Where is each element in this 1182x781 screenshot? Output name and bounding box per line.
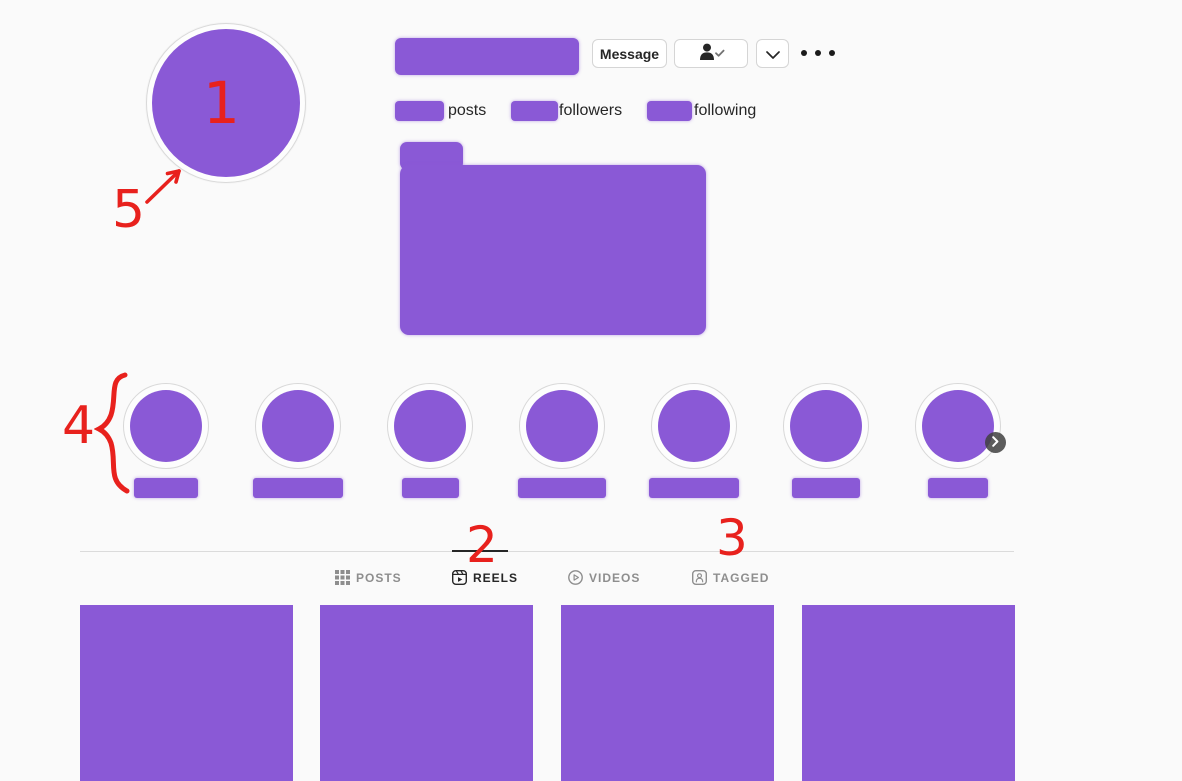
highlight-cover-redaction: [922, 390, 994, 462]
highlight-cover-redaction: [658, 390, 730, 462]
message-button[interactable]: Message: [592, 39, 667, 68]
ellipsis-icon: [801, 50, 807, 56]
annotation-5: 5: [112, 180, 146, 240]
post-thumbnail-redaction[interactable]: [561, 605, 774, 781]
tab-reels-label: REELS: [473, 570, 519, 585]
following-button[interactable]: [674, 39, 748, 68]
post-thumbnail-redaction[interactable]: [802, 605, 1015, 781]
highlight-cover-redaction: [526, 390, 598, 462]
highlight-cover-redaction: [394, 390, 466, 462]
annotation-4: 4: [62, 396, 96, 456]
highlight-story-ring[interactable]: [255, 383, 341, 469]
reels-icon: [452, 570, 467, 585]
options-button[interactable]: [801, 50, 835, 56]
highlight-label-redaction: [649, 478, 739, 498]
highlight-cover-redaction: [130, 390, 202, 462]
tab-posts-label: POSTS: [356, 570, 402, 585]
following-stat-label[interactable]: following: [694, 102, 757, 119]
tab-posts[interactable]: POSTS: [335, 570, 402, 585]
highlight-story-ring[interactable]: [387, 383, 473, 469]
active-tab-indicator: [452, 550, 508, 552]
posts-stat-label: posts: [448, 102, 487, 119]
tab-tagged[interactable]: TAGGED: [692, 570, 769, 585]
annotation-4-brace: [93, 370, 136, 503]
highlight-label-redaction: [518, 478, 606, 498]
tab-videos-label: VIDEOS: [589, 570, 641, 585]
grid-icon: [335, 570, 350, 585]
highlight-label-redaction: [253, 478, 343, 498]
person-check-icon: [698, 43, 725, 64]
followers-stat-label[interactable]: followers: [559, 102, 623, 119]
highlight-story-ring[interactable]: [123, 383, 209, 469]
post-thumbnail-redaction[interactable]: [320, 605, 533, 781]
highlight-story-ring[interactable]: [783, 383, 869, 469]
ellipsis-icon: [815, 50, 821, 56]
profile-avatar-redaction: [152, 29, 300, 177]
bio-redaction-body: [400, 165, 706, 335]
play-circle-icon: [568, 570, 583, 585]
tab-tagged-label: TAGGED: [713, 570, 770, 585]
person-card-icon: [692, 570, 707, 585]
highlight-cover-redaction: [262, 390, 334, 462]
highlight-story-ring[interactable]: [519, 383, 605, 469]
annotation-2: 2: [466, 516, 498, 574]
tab-reels[interactable]: REELS: [452, 570, 518, 585]
chevron-right-icon: [992, 434, 999, 452]
profile-avatar-story-ring[interactable]: [146, 23, 306, 183]
tab-videos[interactable]: VIDEOS: [568, 570, 640, 585]
highlight-cover-redaction: [790, 390, 862, 462]
ellipsis-icon: [829, 50, 835, 56]
tab-bar-divider: [80, 551, 1014, 552]
highlight-story-ring[interactable]: [915, 383, 1001, 469]
highlight-label-redaction: [792, 478, 860, 498]
highlight-label-redaction: [928, 478, 988, 498]
annotation-5-arrow: [142, 162, 188, 211]
posts-count-redaction: [395, 101, 444, 121]
followers-count-redaction: [511, 101, 558, 121]
annotation-1: 1: [203, 69, 240, 137]
annotation-3: 3: [716, 509, 748, 567]
highlight-label-redaction: [401, 478, 459, 498]
username-redaction: [395, 38, 579, 75]
following-count-redaction: [647, 101, 692, 121]
highlight-story-ring[interactable]: [651, 383, 737, 469]
chevron-down-icon: [765, 46, 780, 62]
post-thumbnail-redaction[interactable]: [80, 605, 293, 781]
highlights-next-button[interactable]: [985, 432, 1006, 453]
similar-accounts-toggle-button[interactable]: [756, 39, 789, 68]
highlight-label-redaction: [134, 478, 198, 498]
